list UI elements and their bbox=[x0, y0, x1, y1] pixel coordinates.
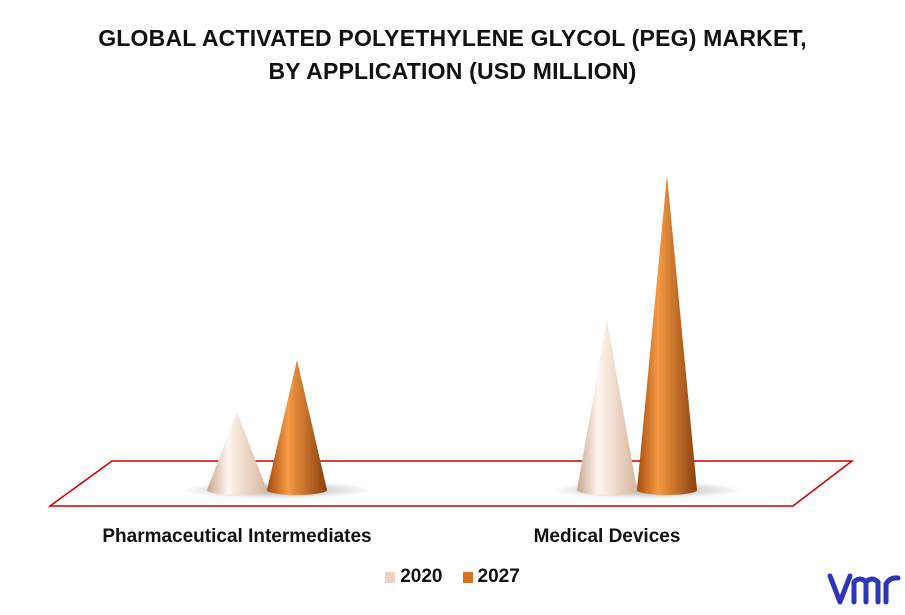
vmr-logo bbox=[826, 566, 902, 610]
cone-body bbox=[577, 320, 637, 495]
legend-item-2027: 2027 bbox=[462, 566, 520, 588]
cone-2027-pharmaceutical-intermediates bbox=[267, 360, 327, 495]
chart-title-line-1: GLOBAL ACTIVATED POLYETHYLENE GLYCOL (PE… bbox=[98, 25, 807, 51]
cone-body bbox=[637, 175, 697, 495]
cone-chart: Pharmaceutical Intermediates Medical Devi… bbox=[47, 175, 855, 547]
category-label-pharmaceutical-intermediates: Pharmaceutical Intermediates bbox=[102, 526, 371, 547]
cone-2027-medical-devices bbox=[637, 175, 697, 495]
legend: 2020 2027 bbox=[0, 566, 905, 588]
chart-title: GLOBAL ACTIVATED POLYETHYLENE GLYCOL (PE… bbox=[0, 22, 905, 88]
chart-title-line-2: BY APPLICATION (USD MILLION) bbox=[268, 58, 637, 84]
vmr-logo-mark bbox=[827, 573, 901, 605]
legend-swatch-2020 bbox=[385, 571, 396, 583]
cone-body bbox=[207, 412, 267, 495]
cone-body bbox=[267, 360, 327, 495]
cone-2020-medical-devices bbox=[577, 320, 637, 495]
legend-item-2020: 2020 bbox=[385, 566, 443, 588]
legend-swatch-2027 bbox=[462, 571, 473, 583]
legend-label-2020: 2020 bbox=[400, 566, 443, 587]
category-label-medical-devices: Medical Devices bbox=[534, 526, 681, 547]
chart-floor bbox=[47, 460, 855, 507]
legend-label-2027: 2027 bbox=[477, 566, 520, 587]
cone-2020-pharmaceutical-intermediates bbox=[207, 412, 267, 495]
